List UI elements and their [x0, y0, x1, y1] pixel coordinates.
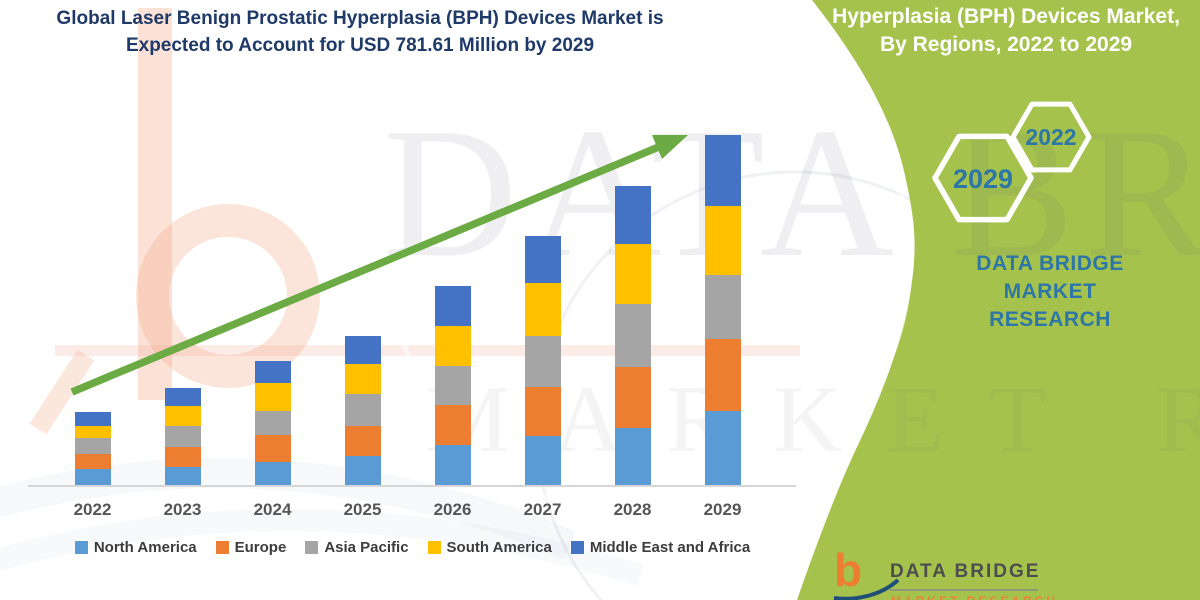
bar-segment-asia-pacific [164, 426, 201, 447]
legend-item-europe: Europe [215, 539, 287, 556]
hexagon-2022 [1010, 101, 1092, 173]
footer-logo-swoosh-icon [833, 578, 900, 600]
bar-segment-south-america [164, 406, 201, 426]
bar-2027 [524, 235, 561, 486]
bar-2025 [344, 336, 381, 486]
side-panel-heading: Hyperplasia (BPH) Devices Market, By Reg… [820, 3, 1192, 59]
legend-item-middle-east-and-africa: Middle East and Africa [570, 539, 751, 556]
bar-segment-europe [164, 446, 201, 467]
bar-segment-middle-east-and-africa [524, 235, 561, 284]
x-axis-label: 2025 [343, 500, 382, 519]
legend-item-south-america: South America [427, 539, 552, 556]
brand-wordmark: DATA BRIDGE MARKET RESEARCH [930, 250, 1170, 334]
x-axis-label: 2026 [433, 500, 472, 519]
bar-2026 [434, 285, 471, 486]
bar-segment-middle-east-and-africa [254, 361, 291, 383]
bar-segment-middle-east-and-africa [74, 412, 111, 426]
bar-segment-asia-pacific [254, 410, 291, 435]
bar-segment-europe [344, 426, 381, 456]
footer-tagline: MARKET RESEARCH [891, 594, 1058, 600]
bar-segment-south-america [344, 364, 381, 394]
x-axis-label: 2022 [73, 500, 112, 519]
bar-segment-europe [524, 386, 561, 436]
brand-line1: DATA BRIDGE MARKET [976, 252, 1124, 303]
bar-segment-europe [434, 405, 471, 445]
footer-logo-b-icon: b [834, 544, 863, 596]
bar-segment-asia-pacific [614, 304, 651, 367]
bar-2028 [614, 186, 651, 486]
bar-segment-south-america [74, 426, 111, 438]
legend-swatch-icon [570, 541, 584, 554]
bar-segment-asia-pacific [344, 394, 381, 426]
bar-segment-north-america [434, 445, 471, 486]
bar-segment-asia-pacific [704, 274, 741, 340]
bar-segment-europe [614, 366, 651, 429]
bar-segment-south-america [704, 206, 741, 275]
bar-segment-middle-east-and-africa [344, 336, 381, 364]
bar-segment-south-america [614, 244, 651, 305]
bar-segment-south-america [434, 326, 471, 366]
bar-segment-north-america [344, 456, 381, 486]
bar-segment-asia-pacific [524, 336, 561, 387]
bar-segment-north-america [254, 461, 291, 486]
bar-segment-europe [704, 339, 741, 412]
legend-swatch-icon [305, 541, 319, 554]
bar-2023 [164, 388, 201, 486]
footer-rule [890, 589, 1038, 591]
bar-2024 [254, 361, 291, 486]
bar-segment-south-america [254, 383, 291, 411]
x-axis-label: 2029 [703, 500, 742, 519]
legend-item-north-america: North America [74, 539, 197, 556]
x-axis-label: 2024 [253, 500, 292, 519]
legend-swatch-icon [427, 541, 441, 554]
page-title: Global Laser Benign Prostatic Hyperplasi… [20, 5, 700, 59]
bar-segment-north-america [524, 436, 561, 486]
bar-segment-middle-east-and-africa [704, 134, 741, 207]
x-axis-line [28, 485, 796, 487]
bar-segment-middle-east-and-africa [434, 285, 471, 327]
legend-label: South America [446, 539, 552, 556]
side-panel-heading-line2: By Regions, 2022 to 2029 [879, 33, 1133, 56]
footer-company-name: DATA BRIDGE [890, 561, 1041, 582]
chart-legend: North America Europe Asia Pacific South Ame… [30, 539, 795, 556]
legend-swatch-icon [215, 541, 229, 554]
legend-label: Europe [234, 539, 287, 556]
bar-segment-europe [74, 454, 111, 469]
legend-label: Asia Pacific [324, 539, 409, 556]
brand-line2: RESEARCH [989, 308, 1111, 331]
hexagon-2029-label: 2029 [953, 164, 1013, 194]
hexagon-badges: 2029 2022 [932, 101, 1092, 223]
legend-label: North America [93, 539, 197, 556]
bar-2022 [74, 412, 111, 486]
bar-segment-south-america [524, 283, 561, 337]
hexagon-2022-label: 2022 [1025, 124, 1076, 150]
legend-label: Middle East and Africa [589, 539, 751, 556]
bar-segment-middle-east-and-africa [164, 388, 201, 406]
bar-segment-north-america [164, 467, 201, 486]
legend-item-asia-pacific: Asia Pacific [305, 539, 409, 556]
page-title-line2: Expected to Account for USD 781.61 Milli… [125, 35, 595, 56]
page-title-line1: Global Laser Benign Prostatic Hyperplasi… [56, 8, 664, 29]
bar-segment-asia-pacific [434, 365, 471, 405]
bar-segment-europe [254, 435, 291, 462]
x-axis-label: 2027 [523, 500, 562, 519]
bar-segment-north-america [614, 428, 651, 486]
bar-segment-middle-east-and-africa [614, 186, 651, 245]
legend-swatch-icon [74, 541, 88, 554]
bar-2029 [704, 134, 741, 486]
x-axis-label: 2023 [163, 500, 202, 519]
side-panel-heading-line1: Hyperplasia (BPH) Devices Market, [832, 5, 1180, 28]
bar-segment-asia-pacific [74, 438, 111, 454]
x-axis-label: 2028 [613, 500, 652, 519]
bar-segment-north-america [74, 469, 111, 486]
bar-segment-north-america [704, 411, 741, 486]
hexagon-2029 [932, 133, 1034, 223]
